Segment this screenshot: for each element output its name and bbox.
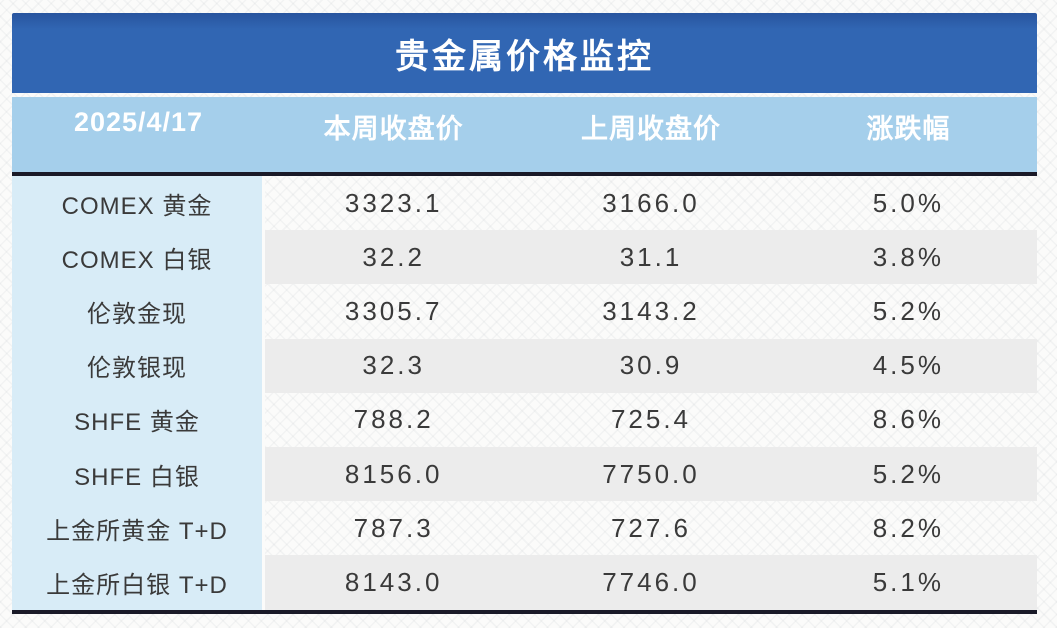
change-percent-value: 5.2%: [779, 446, 1037, 502]
column-header-date: 2025/4/17: [73, 107, 204, 137]
table-row: SHFE 黄金 788.2 725.4 8.6%: [12, 392, 1037, 447]
change-percent-value: 8.2%: [872, 512, 944, 543]
change-percent-value: 5.0%: [872, 187, 944, 218]
precious-metals-price-table: 贵金属价格监控 2025/4/17 本周收盘价 上周收盘价 涨跌幅 COMEX …: [12, 13, 1037, 614]
column-header-change-percent: 涨跌幅: [866, 114, 951, 144]
table-row: 上金所黄金 T+D 787.3 727.6 8.2%: [12, 501, 1037, 556]
table-title: 贵金属价格监控: [12, 13, 1037, 93]
last-week-close-value: 3143.2: [602, 295, 700, 326]
change-percent-value: 4.5%: [779, 338, 1037, 393]
column-header-last-week-close: 上周收盘价: [580, 114, 721, 144]
this-week-close-value: 32.2: [265, 230, 523, 285]
table-row: COMEX 黄金 3323.1 3166.0 5.0%: [12, 176, 1037, 231]
instrument-name: COMEX 黄金: [12, 176, 265, 231]
this-week-close-value: 32.3: [265, 338, 523, 393]
column-header-this-week-close: 本周收盘价: [323, 114, 464, 144]
last-week-close-value: 30.9: [522, 338, 780, 393]
table-row: 伦敦银现 32.3 30.9 4.5%: [12, 338, 1037, 393]
table-row: SHFE 白银 8156.0 7750.0 5.2%: [12, 446, 1037, 502]
instrument-name: 上金所白银 T+D: [12, 555, 265, 610]
this-week-close-value: 3305.7: [344, 295, 443, 326]
instrument-name: 伦敦银现: [12, 338, 265, 393]
instrument-name: 上金所黄金 T+D: [12, 501, 265, 556]
change-percent-value: 3.8%: [779, 230, 1037, 285]
last-week-close-value: 7746.0: [522, 555, 780, 610]
table-row: COMEX 白银 32.2 31.1 3.8%: [12, 230, 1037, 285]
this-week-close-value: 787.3: [353, 512, 434, 543]
table-row: 上金所白银 T+D 8143.0 7746.0 5.1%: [12, 555, 1037, 610]
this-week-close-value: 3323.1: [344, 187, 443, 218]
last-week-close-value: 7750.0: [522, 446, 780, 502]
change-percent-value: 8.6%: [872, 404, 944, 435]
this-week-close-value: 8156.0: [265, 446, 523, 502]
table-body: COMEX 黄金 3323.1 3166.0 5.0% COMEX 白银 32.…: [12, 176, 1037, 610]
table-header-row: 2025/4/17 本周收盘价 上周收盘价 涨跌幅: [12, 97, 1037, 172]
last-week-close-value: 31.1: [522, 230, 780, 285]
last-week-close-value: 727.6: [610, 512, 692, 543]
header-divider-line: [12, 172, 1037, 176]
bottom-divider-line: [12, 609, 1037, 614]
table-row: 伦敦金现 3305.7 3143.2 5.2%: [12, 284, 1037, 339]
last-week-close-value: 3166.0: [602, 187, 700, 218]
this-week-close-value: 8143.0: [265, 555, 523, 610]
instrument-name: SHFE 黄金: [12, 392, 265, 447]
last-week-close-value: 725.4: [610, 404, 692, 435]
change-percent-value: 5.1%: [779, 555, 1037, 610]
instrument-name: SHFE 白银: [12, 446, 265, 502]
instrument-name: 伦敦金现: [12, 284, 265, 339]
this-week-close-value: 788.2: [353, 404, 434, 435]
instrument-name: COMEX 白银: [12, 230, 265, 285]
change-percent-value: 5.2%: [872, 295, 944, 326]
